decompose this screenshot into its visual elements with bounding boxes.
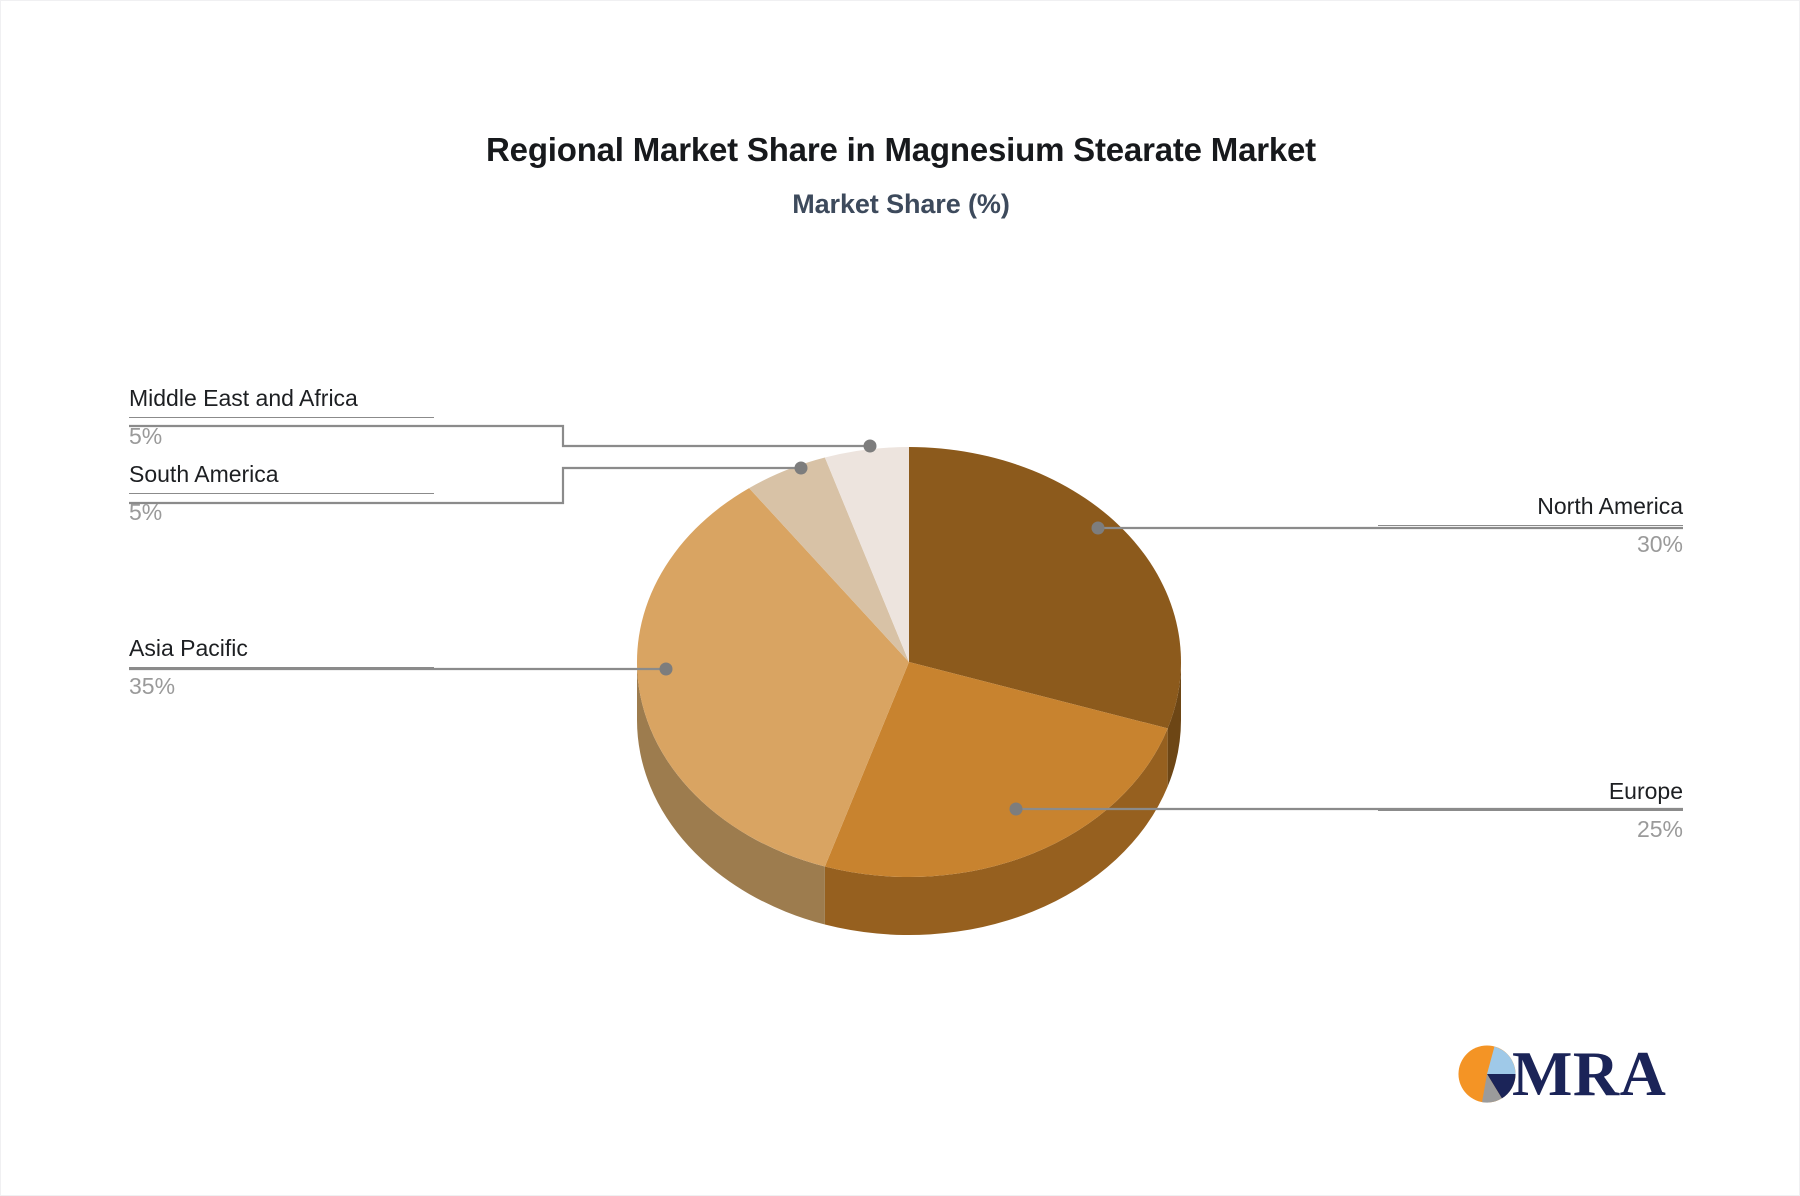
leader-dot-europe (1009, 802, 1023, 816)
pie-side-north-america (1167, 662, 1181, 787)
callout-label-north-america: North America (1537, 493, 1683, 519)
callout-rule (129, 667, 434, 668)
callout-rule (1378, 525, 1683, 526)
leader-lines (129, 424, 1683, 816)
callout-north-america: North America 30% (1378, 491, 1683, 559)
pie-slice-north-america (909, 447, 1181, 729)
callout-asia-pacific: Asia Pacific 35% (129, 633, 434, 701)
chart-subtitle: Market Share (%) (792, 189, 1010, 219)
leader-line-middle-east-africa (129, 424, 870, 448)
pie-slice-asia-pacific (636, 488, 909, 867)
callout-rule (129, 493, 434, 494)
logo-wordmark: MRA (1512, 1038, 1667, 1109)
leader-dot-south-america (794, 461, 808, 475)
callout-middle-east-africa: Middle East and Africa 5% (129, 383, 434, 451)
callout-label-asia-pacific: Asia Pacific (129, 635, 248, 661)
callout-value-europe: 25% (1636, 816, 1683, 842)
pie-side-asia-pacific (637, 662, 825, 925)
pie-slice-middle-east-africa (824, 447, 909, 662)
callout-europe: Europe 25% (1378, 776, 1683, 844)
callout-rule (129, 417, 434, 418)
pie-side-europe (824, 728, 1168, 936)
page-title: Regional Market Share in Magnesium Stear… (486, 131, 1316, 168)
callout-value-middle-east-africa: 5% (129, 423, 163, 449)
callout-rule (1378, 810, 1683, 811)
pie-slice-south-america (749, 457, 909, 662)
leader-dot-north-america (1091, 521, 1105, 535)
leader-line-south-america (129, 466, 801, 505)
pie-chart-logo-icon (1458, 1045, 1516, 1103)
callout-value-north-america: 30% (1636, 531, 1683, 557)
leader-dot-asia-pacific (659, 662, 673, 676)
callout-label-europe: Europe (1608, 778, 1683, 804)
leader-dot-middle-east-africa (863, 439, 877, 453)
callout-value-asia-pacific: 35% (129, 673, 176, 699)
callout-label-south-america: South America (129, 461, 279, 487)
callout-label-middle-east-africa: Middle East and Africa (129, 385, 358, 411)
callout-value-south-america: 5% (129, 499, 163, 525)
pie-side-walls (637, 662, 1181, 936)
pie-top-face (636, 447, 1181, 878)
callout-south-america: South America 5% (129, 459, 434, 527)
brand-logo: MRA (1456, 1038, 1667, 1109)
pie-slice-europe (824, 662, 1168, 878)
